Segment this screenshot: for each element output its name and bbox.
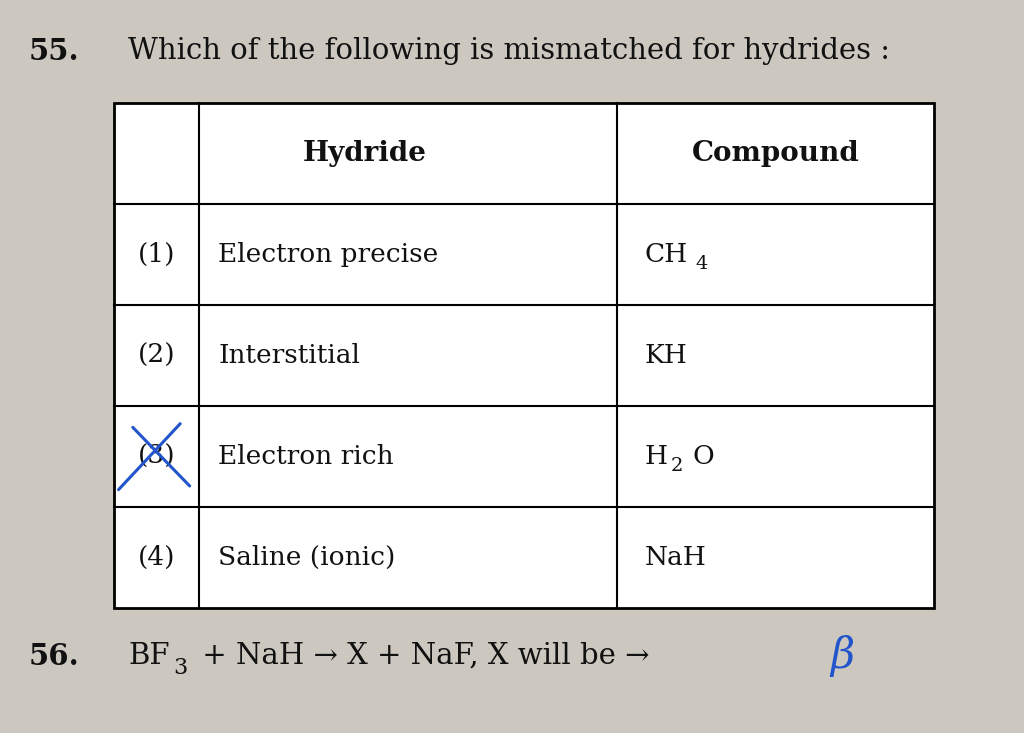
Text: Electron rich: Electron rich: [218, 444, 394, 469]
Text: 3: 3: [174, 657, 187, 679]
Text: (3): (3): [137, 444, 175, 469]
Text: 2: 2: [671, 457, 683, 475]
Text: 4: 4: [695, 255, 708, 273]
Text: CH: CH: [645, 242, 688, 267]
Text: 56.: 56.: [29, 641, 79, 671]
Text: Saline (ionic): Saline (ionic): [218, 545, 395, 570]
Text: β: β: [829, 635, 854, 677]
Text: H: H: [645, 444, 668, 469]
Text: (4): (4): [138, 545, 175, 570]
Text: 55.: 55.: [29, 37, 79, 66]
Bar: [114, 103, 934, 608]
Text: + NaH → X + NaF, X will be →: + NaH → X + NaF, X will be →: [193, 642, 649, 670]
Text: Hydride: Hydride: [303, 140, 427, 166]
Text: Electron precise: Electron precise: [218, 242, 438, 267]
Text: Which of the following is mismatched for hydrides :: Which of the following is mismatched for…: [128, 37, 890, 65]
Text: KH: KH: [645, 343, 688, 368]
Text: (1): (1): [138, 242, 175, 267]
Text: (2): (2): [137, 343, 175, 368]
Text: NaH: NaH: [645, 545, 707, 570]
Text: O: O: [692, 444, 714, 469]
Text: Compound: Compound: [691, 140, 859, 166]
Text: BF: BF: [128, 642, 170, 670]
Text: Interstitial: Interstitial: [218, 343, 360, 368]
